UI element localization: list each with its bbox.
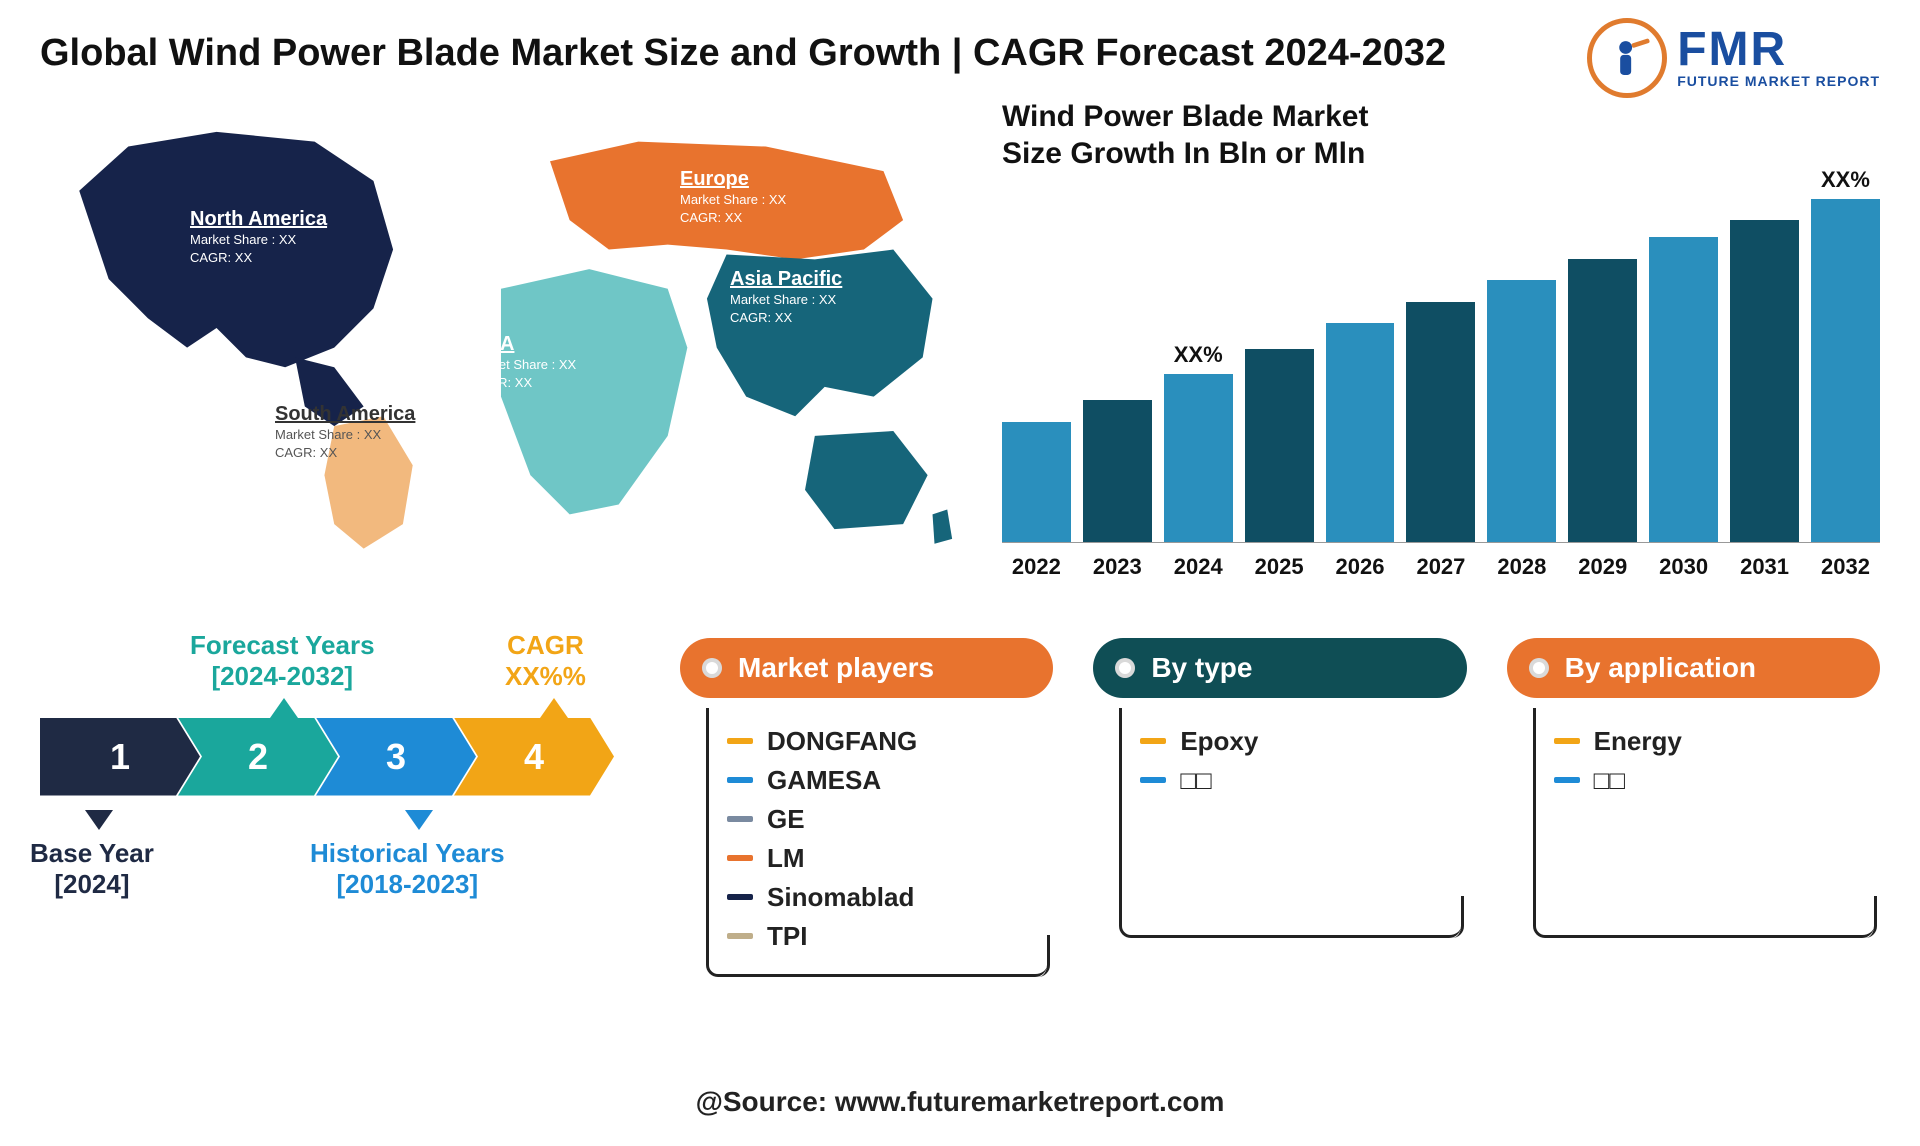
map-region-ap-nz [933, 509, 953, 543]
map-label-mea: MEAMarket Share : XXCAGR: XX [470, 333, 576, 392]
pill-dot-icon [1529, 658, 1549, 678]
bar-2026: 2026 [1326, 323, 1395, 542]
list-item: Epoxy [1140, 722, 1450, 761]
list-item: □□ [1140, 761, 1450, 800]
bar-2031: 2031 [1730, 220, 1799, 541]
bar-2024: 2024XX% [1164, 374, 1233, 541]
bar-2030: 2030 [1649, 237, 1718, 541]
bar-2028: 2028 [1487, 280, 1556, 541]
timeline-bar: 1234 [40, 718, 640, 796]
bar-chart: Wind Power Blade Market Size Growth In B… [982, 98, 1880, 558]
world-map: North AmericaMarket Share : XXCAGR: XX So… [40, 98, 962, 558]
bar-2025: 2025 [1245, 349, 1314, 542]
bars-container: 202220232024XX%2025202620272028202920302… [1002, 183, 1880, 543]
timeline-seg-4: 4 [454, 718, 614, 796]
chart-title: Wind Power Blade Market Size Growth In B… [1002, 98, 1422, 173]
tl-label-hist: Historical Years [2018-2023] [310, 838, 505, 900]
pill-market-players: Market players [680, 638, 1053, 698]
pill-dot-icon [1115, 658, 1135, 678]
timeline-seg-2: 2 [178, 718, 338, 796]
list-item: GAMESA [727, 761, 1037, 800]
map-region-ap-aus [805, 430, 928, 528]
pill-by-type: By type [1093, 638, 1466, 698]
list-item: Energy [1554, 722, 1864, 761]
bar-2027: 2027 [1406, 302, 1475, 542]
logo-icon [1587, 18, 1667, 98]
list-item: □□ [1554, 761, 1864, 800]
page-title: Global Wind Power Blade Market Size and … [40, 30, 1490, 78]
market-players-box: Market players DONGFANGGAMESAGELMSinomab… [680, 638, 1053, 977]
by-type-list: Epoxy□□ [1119, 708, 1460, 938]
bar-2032: 2032XX% [1811, 199, 1880, 542]
map-label-ap: Asia PacificMarket Share : XXCAGR: XX [730, 268, 842, 327]
by-application-box: By application Energy□□ [1507, 638, 1880, 938]
fmr-logo: FMR FUTURE MARKET REPORT [1587, 18, 1880, 98]
market-players-list: DONGFANGGAMESAGELMSinomabladTPI [706, 708, 1047, 977]
bar-2022: 2022 [1002, 422, 1071, 542]
timeline-seg-1: 1 [40, 718, 200, 796]
list-item: GE [727, 800, 1037, 839]
logo-sub-text: FUTURE MARKET REPORT [1677, 73, 1880, 89]
tl-label-base: Base Year [2024] [30, 838, 154, 900]
map-label-eu: EuropeMarket Share : XXCAGR: XX [680, 168, 786, 227]
pill-market-players-label: Market players [738, 652, 934, 684]
bar-2029: 2029 [1568, 259, 1637, 542]
map-label-sa: South AmericaMarket Share : XXCAGR: XX [275, 403, 415, 462]
list-item: LM [727, 839, 1037, 878]
list-item: TPI [727, 917, 1037, 956]
list-item: Sinomablad [727, 878, 1037, 917]
list-item: DONGFANG [727, 722, 1037, 761]
timeline: Forecast Years [2024-2032] CAGR XX%% 123… [40, 638, 640, 796]
by-type-box: By type Epoxy□□ [1093, 638, 1466, 938]
pill-dot-icon [702, 658, 722, 678]
pill-by-type-label: By type [1151, 652, 1252, 684]
tl-label-forecast: Forecast Years [2024-2032] [190, 630, 375, 692]
bar-2023: 2023 [1083, 400, 1152, 541]
pill-by-application: By application [1507, 638, 1880, 698]
by-application-list: Energy□□ [1533, 708, 1874, 938]
world-map-svg [40, 98, 962, 558]
pill-by-application-label: By application [1565, 652, 1756, 684]
tl-label-cagr: CAGR XX%% [505, 630, 586, 692]
source-text: @Source: www.futuremarketreport.com [0, 1086, 1920, 1118]
timeline-seg-3: 3 [316, 718, 476, 796]
map-label-na: North AmericaMarket Share : XXCAGR: XX [190, 208, 327, 267]
logo-fmr-text: FMR [1677, 27, 1880, 73]
